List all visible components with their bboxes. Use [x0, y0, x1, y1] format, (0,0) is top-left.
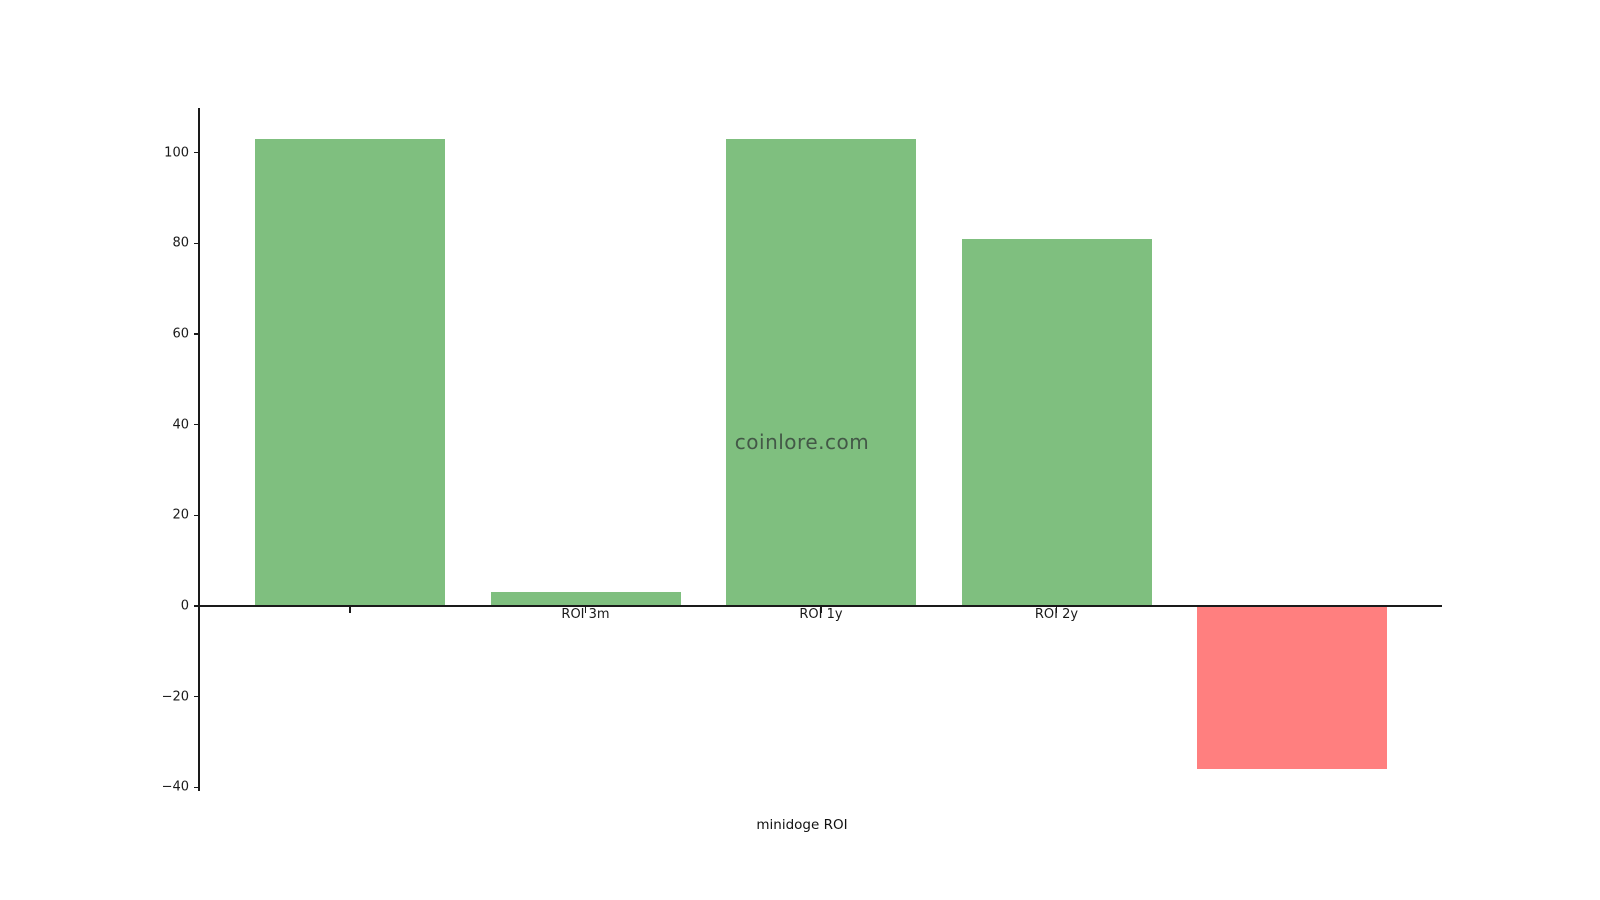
- x-tick-label: ROI 2y: [1034, 607, 1079, 622]
- y-tick: [194, 333, 199, 335]
- x-tick-label: ROI 1y: [799, 607, 843, 622]
- x-tick: [820, 606, 822, 613]
- y-tick: [194, 786, 199, 789]
- roi-bar: [1197, 606, 1387, 770]
- y-tick: [194, 514, 199, 517]
- roi-bar: [490, 592, 681, 606]
- y-tick-label: 0: [180, 598, 189, 614]
- y-tick: [194, 242, 199, 245]
- y-tick: [194, 151, 199, 154]
- y-tick-label: 20: [172, 507, 189, 523]
- y-tick: [194, 695, 199, 698]
- x-tick-label: ROI 3m: [561, 607, 610, 622]
- y-tick-label: 40: [172, 417, 189, 433]
- chart-xlabel: minidoge ROI: [756, 817, 848, 833]
- x-tick: [584, 606, 587, 613]
- watermark: coinlore.com: [734, 430, 870, 454]
- y-tick: [194, 423, 199, 426]
- y-axis-spine: [198, 108, 200, 791]
- y-tick-label: −20: [161, 689, 189, 705]
- x-tick: [349, 606, 351, 613]
- y-tick-label: 100: [164, 145, 189, 161]
- y-tick-label: −40: [161, 779, 189, 795]
- y-tick-label: 60: [172, 326, 189, 342]
- roi-bar: [726, 139, 916, 606]
- x-tick: [1055, 606, 1058, 613]
- roi-bar: [255, 139, 445, 606]
- x-axis-line: [198, 605, 1442, 607]
- y-tick-label: 80: [172, 235, 189, 251]
- y-tick: [194, 605, 199, 607]
- roi-bar: [961, 238, 1152, 606]
